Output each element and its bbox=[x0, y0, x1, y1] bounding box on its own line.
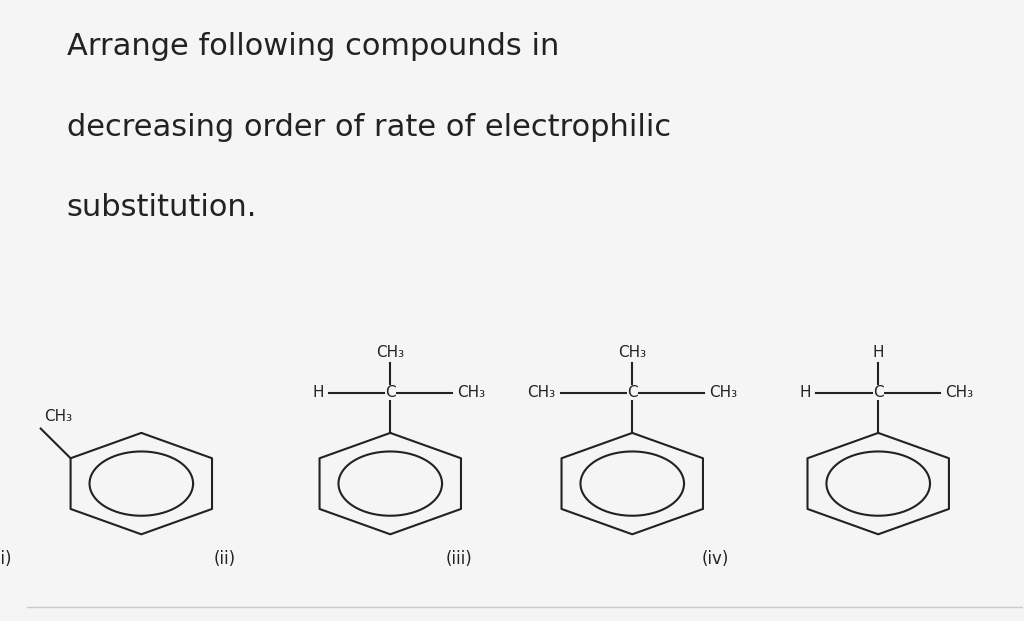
Text: H: H bbox=[800, 385, 811, 400]
Text: (iv): (iv) bbox=[702, 550, 729, 568]
Text: decreasing order of rate of electrophilic: decreasing order of rate of electrophili… bbox=[67, 112, 671, 142]
Text: CH₃: CH₃ bbox=[457, 385, 485, 400]
Text: CH₃: CH₃ bbox=[709, 385, 737, 400]
Text: C: C bbox=[872, 385, 884, 400]
Text: H: H bbox=[312, 385, 324, 400]
Text: CH₃: CH₃ bbox=[618, 345, 646, 360]
Text: CH₃: CH₃ bbox=[376, 345, 404, 360]
Text: CH₃: CH₃ bbox=[945, 385, 973, 400]
Text: CH₃: CH₃ bbox=[44, 409, 72, 424]
Text: C: C bbox=[627, 385, 638, 400]
Text: substitution.: substitution. bbox=[67, 193, 257, 222]
Text: (iii): (iii) bbox=[446, 550, 473, 568]
Text: CH₃: CH₃ bbox=[527, 385, 556, 400]
Text: (i): (i) bbox=[0, 550, 12, 568]
Text: C: C bbox=[385, 385, 395, 400]
Text: H: H bbox=[872, 345, 884, 360]
Text: (ii): (ii) bbox=[214, 550, 237, 568]
Text: Arrange following compounds in: Arrange following compounds in bbox=[67, 32, 559, 61]
